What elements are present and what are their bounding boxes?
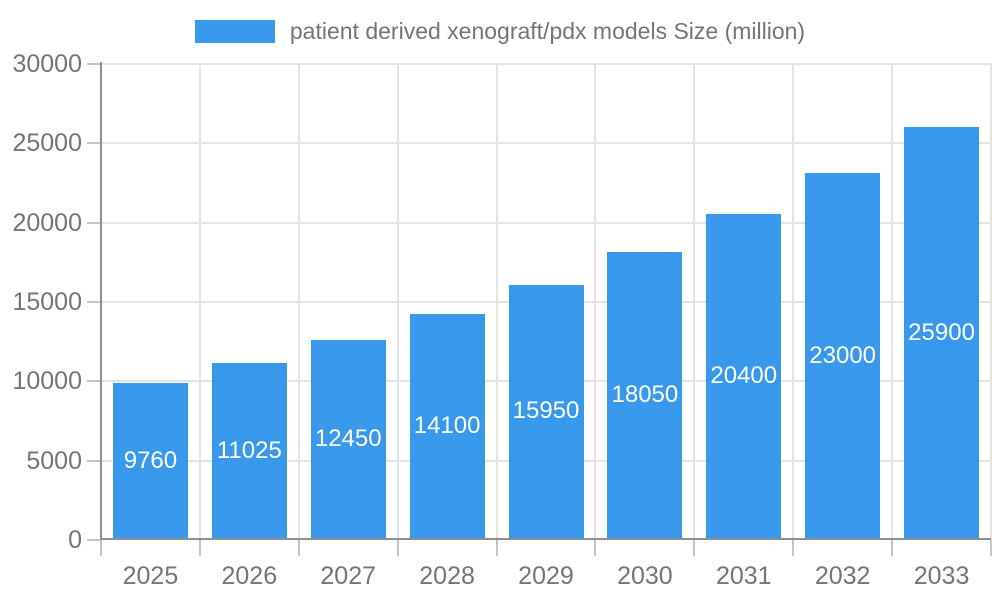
bar-value-label: 9760 — [123, 446, 178, 474]
x-axis-category-label: 2026 — [221, 562, 278, 590]
y-axis-tick-label: 20000 — [12, 208, 82, 237]
x-axis-category-label: 2029 — [518, 562, 574, 590]
bar-value-label: 15950 — [512, 397, 580, 425]
gridline-vertical — [693, 64, 696, 540]
bar-value-label: 18050 — [611, 380, 679, 408]
bar-2026[interactable]: 11025 — [211, 363, 287, 538]
legend[interactable]: patient derived xenograft/pdx models Siz… — [0, 18, 1000, 45]
gridline-vertical — [396, 64, 399, 540]
y-axis-tick — [87, 301, 101, 303]
y-axis-tick — [87, 63, 101, 65]
gridline-vertical — [792, 64, 795, 540]
gridline-vertical — [198, 64, 201, 540]
legend-swatch-icon — [194, 20, 275, 43]
y-axis-tick-label: 25000 — [12, 129, 82, 158]
x-axis-tick — [792, 540, 795, 556]
x-axis-tick — [594, 540, 597, 556]
x-axis-tick — [198, 540, 201, 556]
y-axis-tick — [87, 539, 101, 541]
y-axis-tick — [87, 459, 101, 462]
bar-2031[interactable]: 20400 — [706, 214, 782, 538]
x-axis-category-label: 2033 — [913, 562, 970, 590]
gridline-vertical — [891, 64, 894, 540]
bar-value-label: 25900 — [908, 318, 975, 346]
bar-2030[interactable]: 18050 — [607, 251, 683, 538]
x-axis-tick — [693, 540, 696, 556]
x-axis-tick — [100, 540, 102, 556]
bar-2025[interactable]: 9760 — [112, 383, 188, 538]
x-axis-tick — [990, 540, 992, 556]
x-axis-line — [101, 538, 991, 540]
bar-value-label: 14100 — [413, 412, 481, 440]
bar-2033[interactable]: 25900 — [904, 127, 980, 538]
gridline-horizontal — [101, 221, 991, 224]
x-axis-category-label: 2028 — [419, 562, 475, 590]
bar-2032[interactable]: 23000 — [805, 173, 881, 538]
x-axis-tick — [297, 540, 300, 556]
y-axis-tick-label: 15000 — [12, 288, 82, 316]
x-axis-tick — [891, 540, 894, 556]
gridline-vertical — [495, 64, 498, 540]
bar-value-label: 23000 — [809, 341, 877, 369]
gridline-horizontal — [101, 142, 991, 145]
bar-2028[interactable]: 14100 — [409, 314, 485, 538]
x-axis-category-label: 2027 — [320, 562, 377, 590]
x-axis-category-label: 2032 — [814, 562, 871, 590]
y-axis-tick — [87, 142, 101, 145]
y-axis-tick-label: 30000 — [12, 50, 82, 78]
y-axis-tick-label: 0 — [68, 526, 82, 554]
x-axis-category-label: 2031 — [715, 562, 772, 590]
gridline-vertical — [594, 64, 597, 540]
y-axis-line — [100, 62, 102, 540]
x-axis-tick — [495, 540, 498, 556]
y-axis-tick-label: 5000 — [26, 446, 82, 475]
gridline-vertical — [990, 64, 992, 540]
x-axis-category-label: 2030 — [617, 562, 673, 590]
gridline-horizontal — [101, 63, 991, 65]
legend-label: patient derived xenograft/pdx models Siz… — [289, 18, 806, 44]
y-axis-tick — [87, 221, 101, 224]
x-axis-tick — [396, 540, 399, 556]
bar-2029[interactable]: 15950 — [508, 284, 584, 538]
bar-value-label: 11025 — [216, 436, 282, 464]
bar-value-label: 12450 — [314, 425, 382, 453]
y-axis-tick-label: 10000 — [12, 367, 82, 396]
bar-2027[interactable]: 12450 — [310, 340, 386, 538]
gridline-vertical — [297, 64, 300, 540]
x-axis-category-label: 2025 — [122, 562, 179, 590]
bar-value-label: 20400 — [710, 362, 778, 390]
y-axis-tick — [87, 380, 101, 383]
